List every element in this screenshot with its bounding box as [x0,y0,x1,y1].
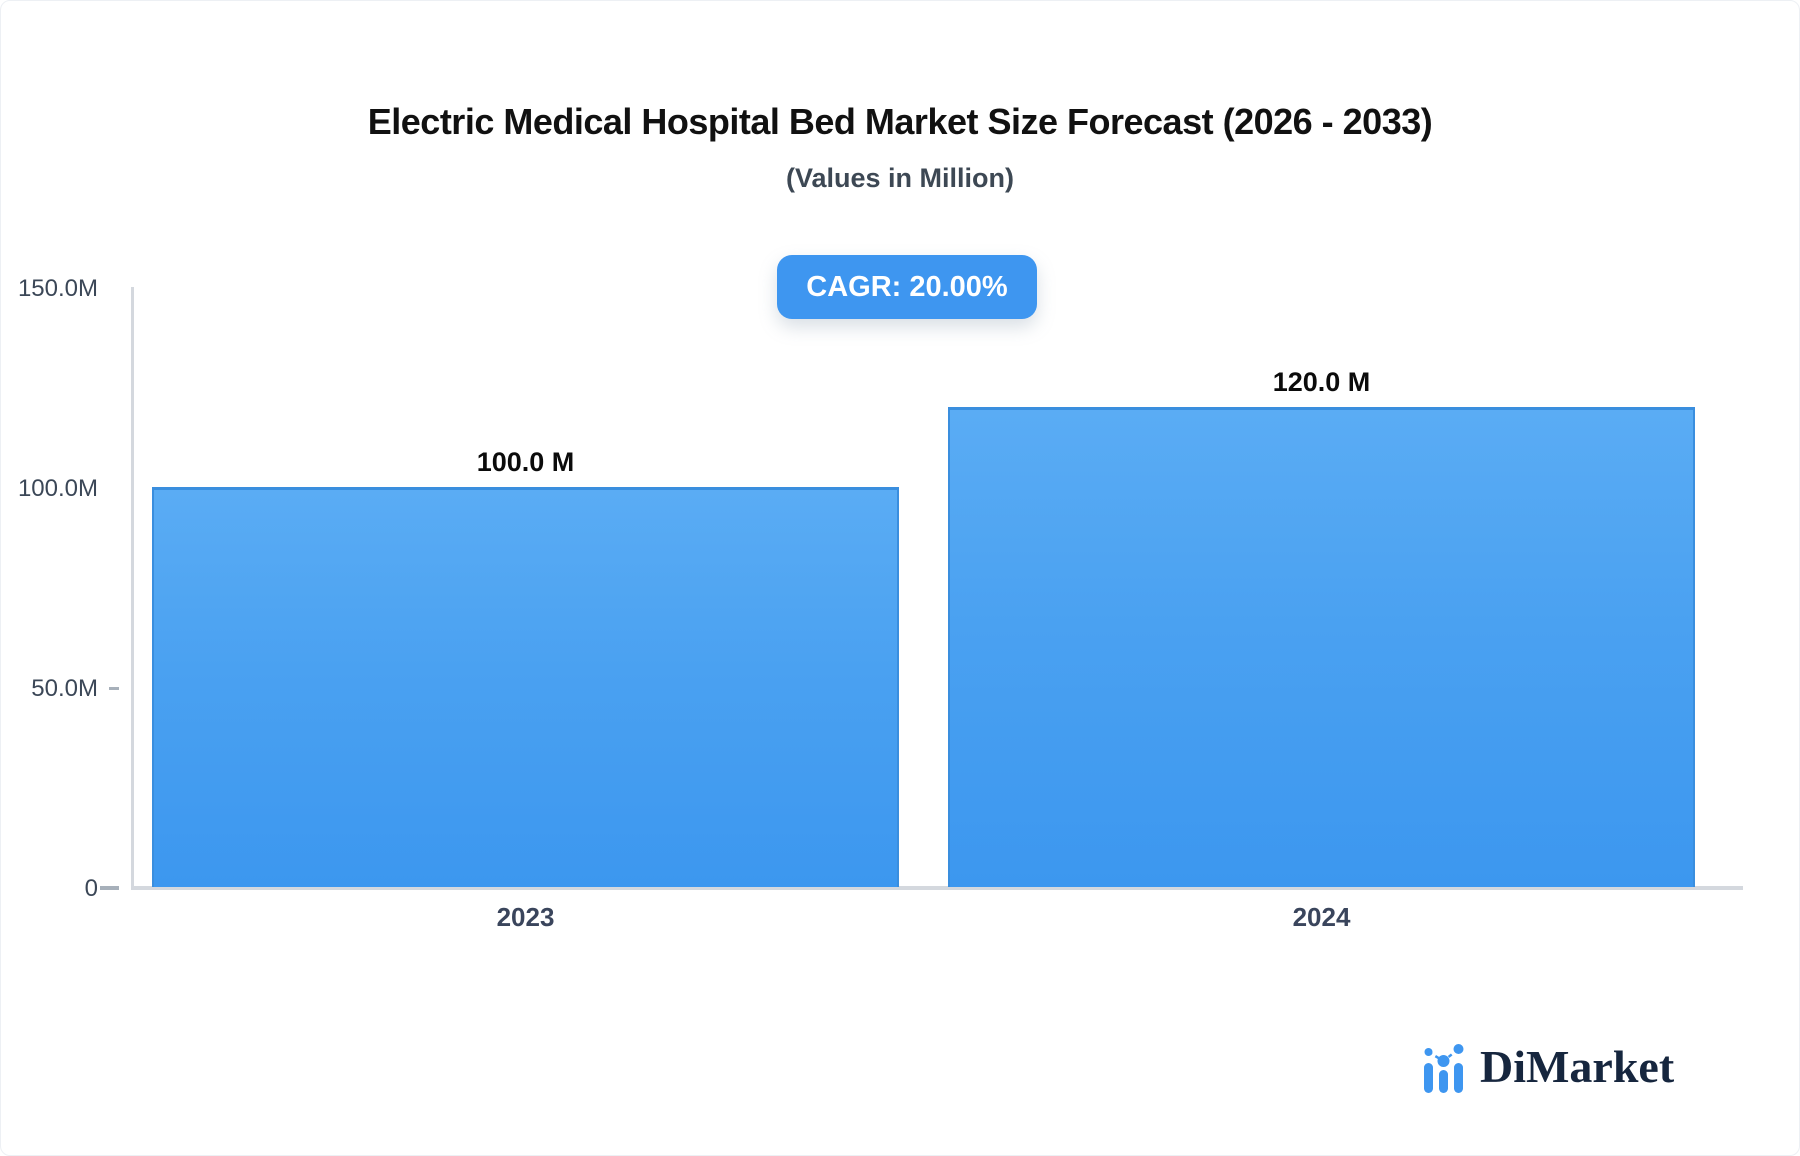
bar-group-2024: 120.0 M [948,367,1695,887]
bar-value-label: 100.0 M [476,447,575,477]
y-tick-label-50: 50.0M [31,675,98,702]
dimarket-logo: DiMarket [1424,1041,1674,1093]
bar-2024 [948,407,1695,887]
bar-2023 [152,487,899,887]
logo-text: DiMarket [1480,1041,1675,1092]
bar-group-2023: 100.0 M [152,447,899,887]
chart-subtitle: (Values in Million) [785,163,1015,193]
y-tick-mark-50 [109,687,119,690]
mini-bar-chart-icon [1424,1044,1464,1093]
x-axis-line [131,886,1743,890]
bar-value-label: 120.0 M [1272,367,1371,397]
y-tick-label-100: 100.0M [17,475,98,502]
y-tick-label-0: 0 [84,875,98,902]
y-tick-mark-0 [100,886,119,890]
chart-title: Electric Medical Hospital Bed Market Siz… [367,101,1433,142]
y-axis-line [131,287,134,889]
cagr-badge: CAGR: 20.00% [777,255,1037,319]
y-tick-label-150: 150.0M [17,275,98,302]
category-label-2023: 2023 [496,902,555,932]
category-label-2024: 2024 [1292,902,1351,932]
